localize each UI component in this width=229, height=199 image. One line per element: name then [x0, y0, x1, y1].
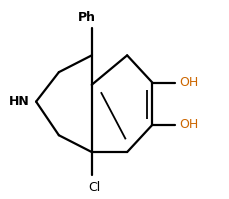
Text: OH: OH	[179, 118, 198, 131]
Text: OH: OH	[179, 76, 198, 89]
Text: HN: HN	[9, 95, 30, 108]
Text: Cl: Cl	[88, 181, 100, 194]
Text: Ph: Ph	[78, 11, 96, 24]
